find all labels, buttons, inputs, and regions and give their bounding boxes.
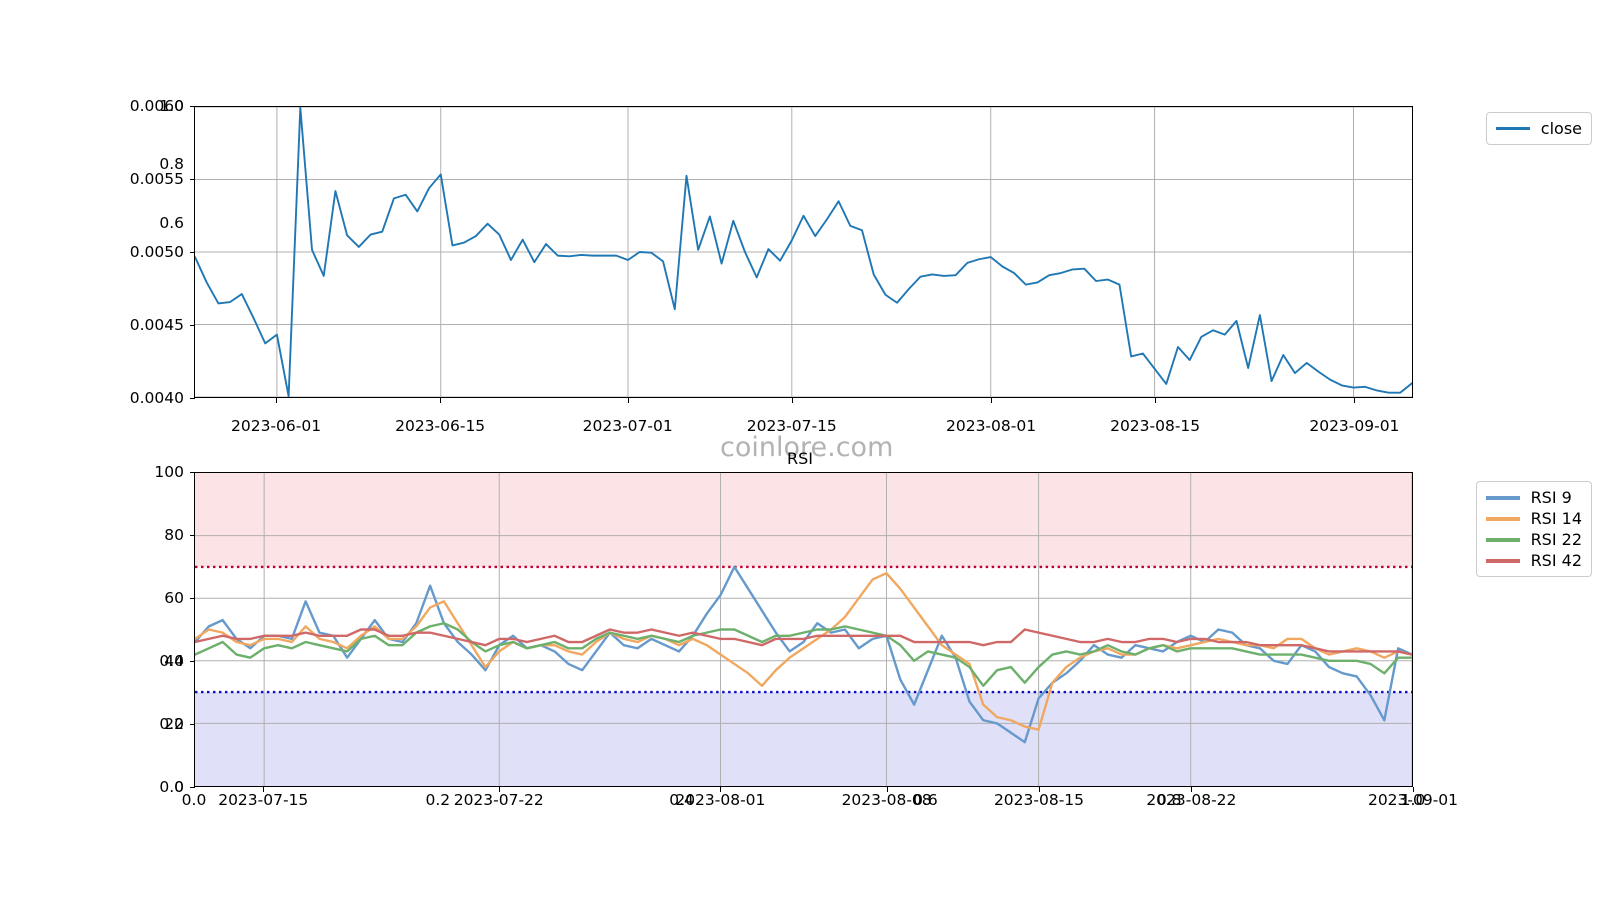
price-y-tickmark <box>190 252 195 253</box>
price-y-tickmark <box>190 179 195 180</box>
rsi-panel-title: RSI <box>787 449 813 468</box>
price-secondary-y-tick-label: 0.6 <box>159 213 184 232</box>
price-y-tick-label: 0.0045 <box>129 316 184 334</box>
rsi-chart-panel <box>194 472 1413 787</box>
rsi-x-tick-label: 2023-07-22 <box>453 791 544 809</box>
price-y-tick-label: 0.0060 <box>129 97 184 115</box>
price-y-tick-label: 0.0040 <box>129 389 184 407</box>
rsi-x-tick-label: 2023-07-15 <box>218 791 309 809</box>
rsi-x-tick-label: 2023-08-22 <box>1146 791 1237 809</box>
price-x-tick-label: 2023-09-01 <box>1309 417 1400 435</box>
price-x-tick-label: 2023-06-01 <box>231 417 322 435</box>
price-x-tickmark <box>1354 398 1356 403</box>
watermark: coinlore.com <box>720 432 894 463</box>
rsi-y-tickmark <box>190 787 195 788</box>
price-x-tickmark <box>991 398 993 403</box>
rsi-x-tickmark <box>886 787 888 792</box>
rsi-secondary-x-tick-label: 0.4 <box>669 791 694 809</box>
price-y-tickmark <box>190 325 195 326</box>
rsi-x-tick-label: 2023-08-15 <box>993 791 1085 809</box>
rsi-x-tick-label: 2023-09-01 <box>1367 791 1459 809</box>
rsi-secondary-x-tick-label: 1.0 <box>1400 791 1426 809</box>
rsi-y-tick-label: 100 <box>154 463 184 481</box>
rsi-legend-item[interactable]: RSI 42 <box>1485 550 1582 571</box>
rsi-secondary-x-tick-label: 0.0 <box>181 791 207 809</box>
rsi-x-tickmark <box>720 787 722 792</box>
rsi-y-tickmark <box>190 535 195 536</box>
price-y-tick-label: 0.0055 <box>129 170 184 188</box>
price-chart-panel <box>194 106 1413 398</box>
price-legend-label: close <box>1540 119 1582 138</box>
rsi-x-tick-label: 2023-08-08 <box>841 791 932 809</box>
price-x-tick-label: 2023-08-15 <box>1110 417 1201 435</box>
price-x-tickmark <box>276 398 278 403</box>
rsi-x-tickmark <box>1038 787 1040 792</box>
rsi-legend-item[interactable]: RSI 22 <box>1485 529 1582 550</box>
price-legend-item[interactable]: close <box>1495 118 1582 139</box>
rsi-x-tickmark <box>1191 787 1193 792</box>
rsi-legend: RSI 9 RSI 14 RSI 22 RSI 42 <box>1475 481 1592 577</box>
price-y-tick-label: 0.0050 <box>129 243 184 261</box>
rsi-x-tickmark <box>498 787 500 792</box>
price-plot-area <box>195 107 1412 397</box>
legend-line-icon <box>1485 495 1520 500</box>
rsi-y-tick-label: 20 <box>164 715 184 733</box>
rsi-legend-item[interactable]: RSI 9 <box>1485 487 1582 508</box>
price-secondary-y-tick-label: 1.0 <box>159 97 184 115</box>
price-x-tick-label: 2023-06-15 <box>395 417 486 435</box>
price-x-tickmark <box>440 398 442 403</box>
price-x-tickmark <box>627 398 629 403</box>
price-secondary-y-tick-label: 0.8 <box>159 155 184 174</box>
price-x-tickmark <box>1155 398 1157 403</box>
price-y-tickmark <box>190 106 195 107</box>
price-x-tick-label: 2023-07-01 <box>582 417 673 435</box>
rsi-y-tick-label: 80 <box>164 526 184 544</box>
rsi-y-tickmark <box>190 472 195 473</box>
rsi-secondary-y-tick-label: 0.2 <box>159 715 184 733</box>
rsi-legend-label: RSI 22 <box>1530 530 1582 549</box>
rsi-y-tickmark <box>190 598 195 599</box>
legend-line-icon <box>1485 558 1520 563</box>
legend-line-icon <box>1485 537 1520 542</box>
price-x-tick-label: 2023-08-01 <box>945 417 1037 435</box>
rsi-secondary-x-tick-label: 0.8 <box>1156 791 1182 809</box>
price-x-tick-label: 2023-07-15 <box>746 417 837 435</box>
rsi-y-tick-label: 0 <box>174 778 184 796</box>
rsi-x-tick-label: 2023-08-01 <box>675 791 766 809</box>
rsi-secondary-y-tick-label: 0.0 <box>159 778 184 796</box>
rsi-legend-label: RSI 42 <box>1530 551 1582 570</box>
rsi-x-tickmark <box>1413 787 1414 792</box>
legend-line-icon <box>1495 127 1530 130</box>
rsi-secondary-y-tick-label: 0.4 <box>159 652 184 670</box>
rsi-legend-label: RSI 9 <box>1530 488 1572 507</box>
price-y-tickmark <box>190 398 195 399</box>
rsi-legend-item[interactable]: RSI 14 <box>1485 508 1582 529</box>
rsi-legend-label: RSI 14 <box>1530 509 1582 528</box>
price-x-tickmark <box>791 398 793 403</box>
rsi-secondary-x-tick-label: 0.2 <box>425 791 451 809</box>
legend-line-icon <box>1485 516 1520 521</box>
rsi-secondary-x-tick-label: 0.6 <box>913 791 938 809</box>
rsi-y-tick-label: 40 <box>164 652 184 670</box>
rsi-x-tickmark <box>263 787 265 792</box>
rsi-y-tickmark <box>190 661 195 662</box>
rsi-y-tickmark <box>190 724 195 725</box>
rsi-y-tick-label: 60 <box>164 589 184 607</box>
rsi-plot-area <box>195 473 1412 786</box>
price-legend: close <box>1485 112 1592 145</box>
